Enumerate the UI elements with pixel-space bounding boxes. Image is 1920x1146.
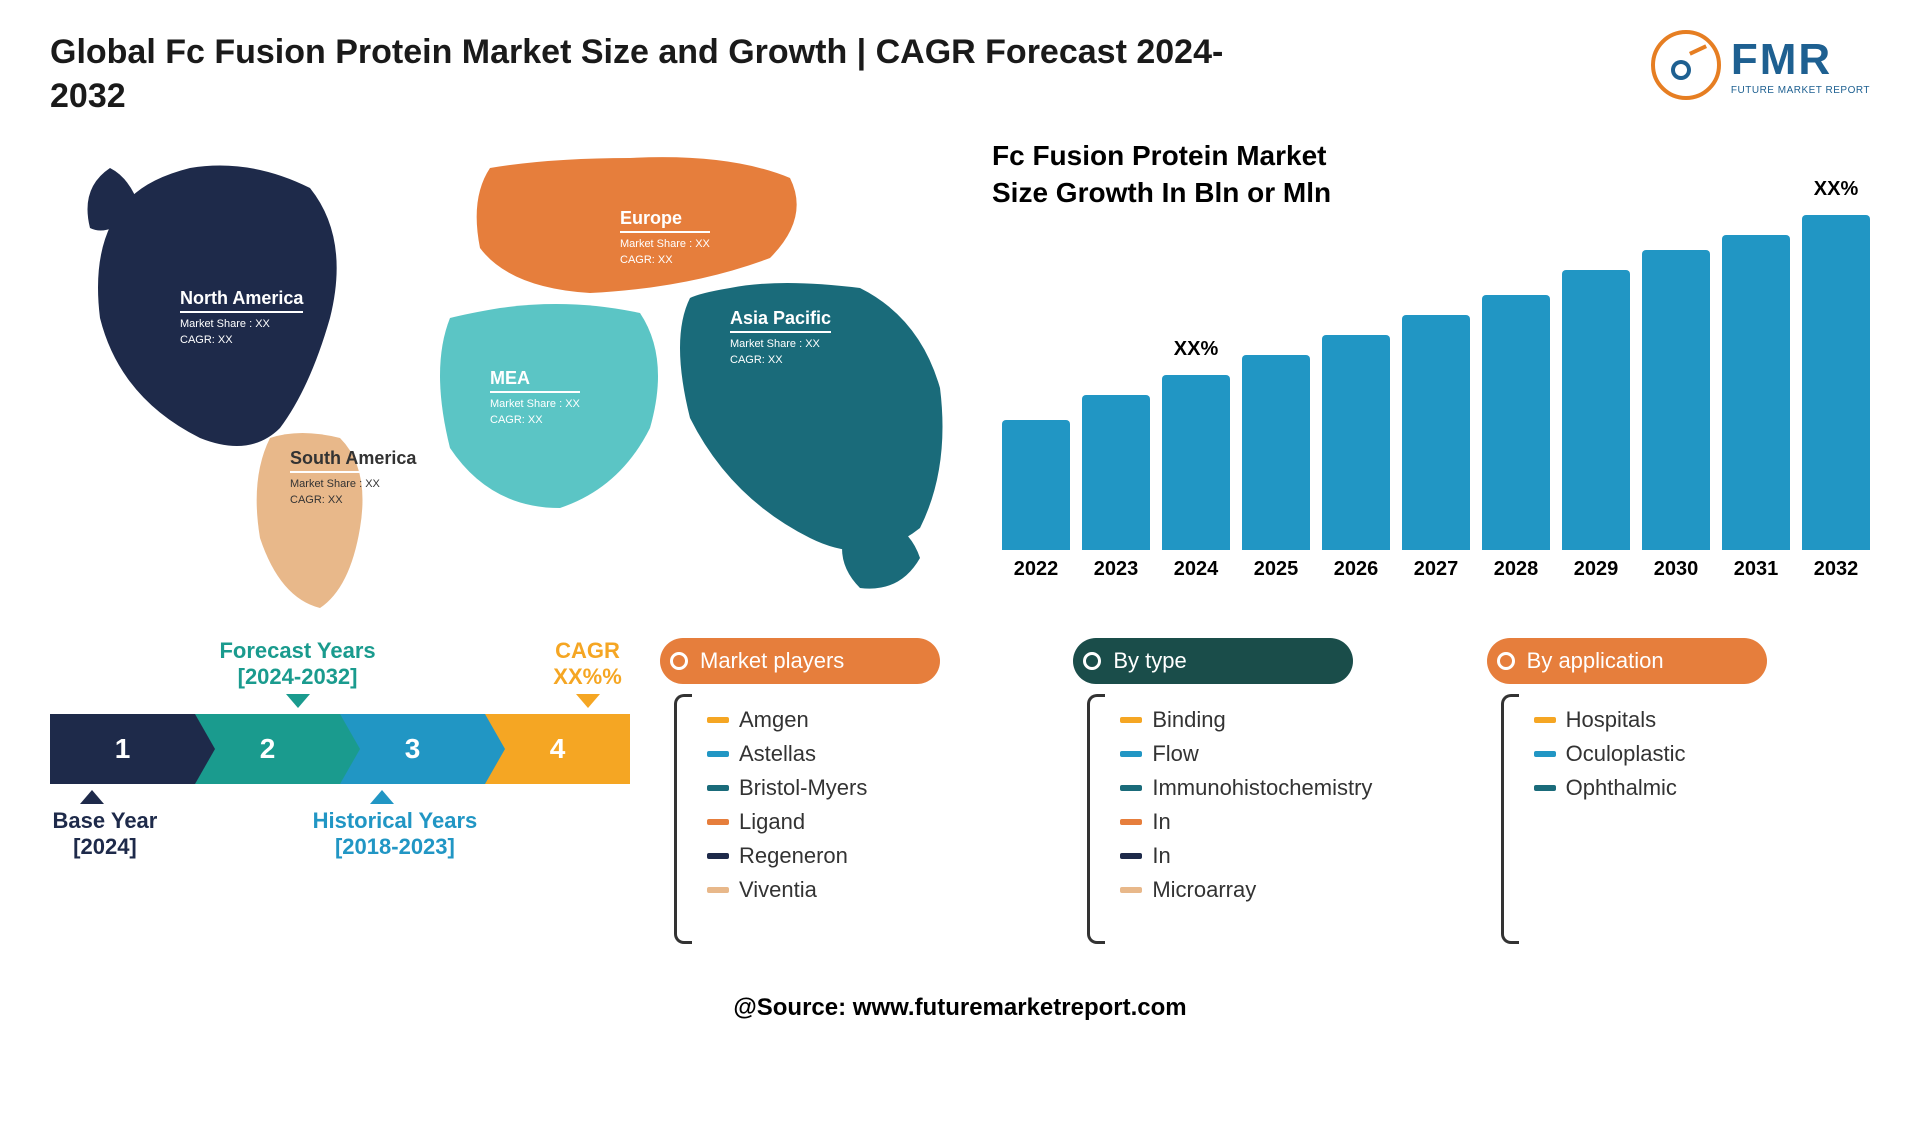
list-item: Oculoplastic [1534,741,1854,767]
list-item: Bristol-Myers [707,775,1027,801]
bar-2029: .2029 [1562,233,1630,581]
bar-2023: .2023 [1082,358,1150,581]
bar-2026: .2026 [1322,298,1390,581]
category-pill: By application [1487,638,1767,684]
forecast-label: Forecast Years [2024-2032] [219,638,375,690]
bracket-icon: AmgenAstellasBristol-MyersLigandRegenero… [674,694,692,944]
arrow-icon [370,790,394,804]
list-item: Astellas [707,741,1027,767]
logo-text-main: FMR [1731,35,1870,85]
arrow-icon [80,790,104,804]
region-label-europe: EuropeMarket Share : XXCAGR: XX [620,208,710,268]
region-label-north-america: North AmericaMarket Share : XXCAGR: XX [180,288,303,348]
cagr-label: CAGR XX%% [553,638,621,690]
bar-2032: XX%2032 [1802,178,1870,581]
timeline-segment-4: 4 [485,714,630,784]
bullet-icon [1083,652,1101,670]
arrow-icon [286,694,310,708]
list-item: Viventia [707,877,1027,903]
page-title: Global Fc Fusion Protein Market Size and… [50,30,1250,118]
category-market-players: Market playersAmgenAstellasBristol-Myers… [660,638,1043,944]
bar-2025: .2025 [1242,318,1310,581]
list-item: Immunohistochemistry [1120,775,1440,801]
list-item: Amgen [707,707,1027,733]
arrow-icon [576,694,600,708]
chart-title: Fc Fusion Protein Market Size Growth In … [992,138,1352,211]
list-item: In [1120,843,1440,869]
region-label-asia-pacific: Asia PacificMarket Share : XXCAGR: XX [730,308,831,368]
source-attribution: @Source: www.futuremarketreport.com [50,994,1870,1022]
bar-2027: .2027 [1402,278,1470,581]
list-item: In [1120,809,1440,835]
bar-2022: .2022 [1002,383,1070,581]
list-item: Ligand [707,809,1027,835]
logo: FMR FUTURE MARKET REPORT [1651,30,1870,100]
region-label-mea: MEAMarket Share : XXCAGR: XX [490,368,580,428]
category-by-application: By applicationHospitalsOculoplasticOphth… [1487,638,1870,944]
bracket-icon: BindingFlowImmunohistochemistryInInMicro… [1087,694,1105,944]
category-by-type: By typeBindingFlowImmunohistochemistryIn… [1073,638,1456,944]
world-map: North AmericaMarket Share : XXCAGR: XX So… [50,138,952,608]
bullet-icon [670,652,688,670]
bar-2028: .2028 [1482,258,1550,581]
list-item: Regeneron [707,843,1027,869]
bar-2030: .2030 [1642,213,1710,581]
region-label-south-america: South AmericaMarket Share : XXCAGR: XX [290,448,416,508]
bracket-icon: HospitalsOculoplasticOphthalmic [1501,694,1519,944]
timeline-segment-1: 1 [50,714,195,784]
logo-icon [1651,30,1721,100]
timeline-segment-3: 3 [340,714,485,784]
header: Global Fc Fusion Protein Market Size and… [50,30,1870,118]
timeline-segment-2: 2 [195,714,340,784]
bullet-icon [1497,652,1515,670]
list-item: Hospitals [1534,707,1854,733]
base-year-label: Base Year [2024] [53,808,158,860]
category-pill: Market players [660,638,940,684]
list-item: Binding [1120,707,1440,733]
growth-chart: Fc Fusion Protein Market Size Growth In … [992,138,1870,608]
list-item: Microarray [1120,877,1440,903]
timeline: Forecast Years [2024-2032] CAGR XX%% 123… [50,638,630,860]
list-item: Flow [1120,741,1440,767]
logo-text-sub: FUTURE MARKET REPORT [1731,85,1870,96]
bar-2024: XX%2024 [1162,338,1230,581]
list-item: Ophthalmic [1534,775,1854,801]
category-pill: By type [1073,638,1353,684]
historical-label: Historical Years [2018-2023] [313,808,478,860]
bar-2031: .2031 [1722,198,1790,581]
